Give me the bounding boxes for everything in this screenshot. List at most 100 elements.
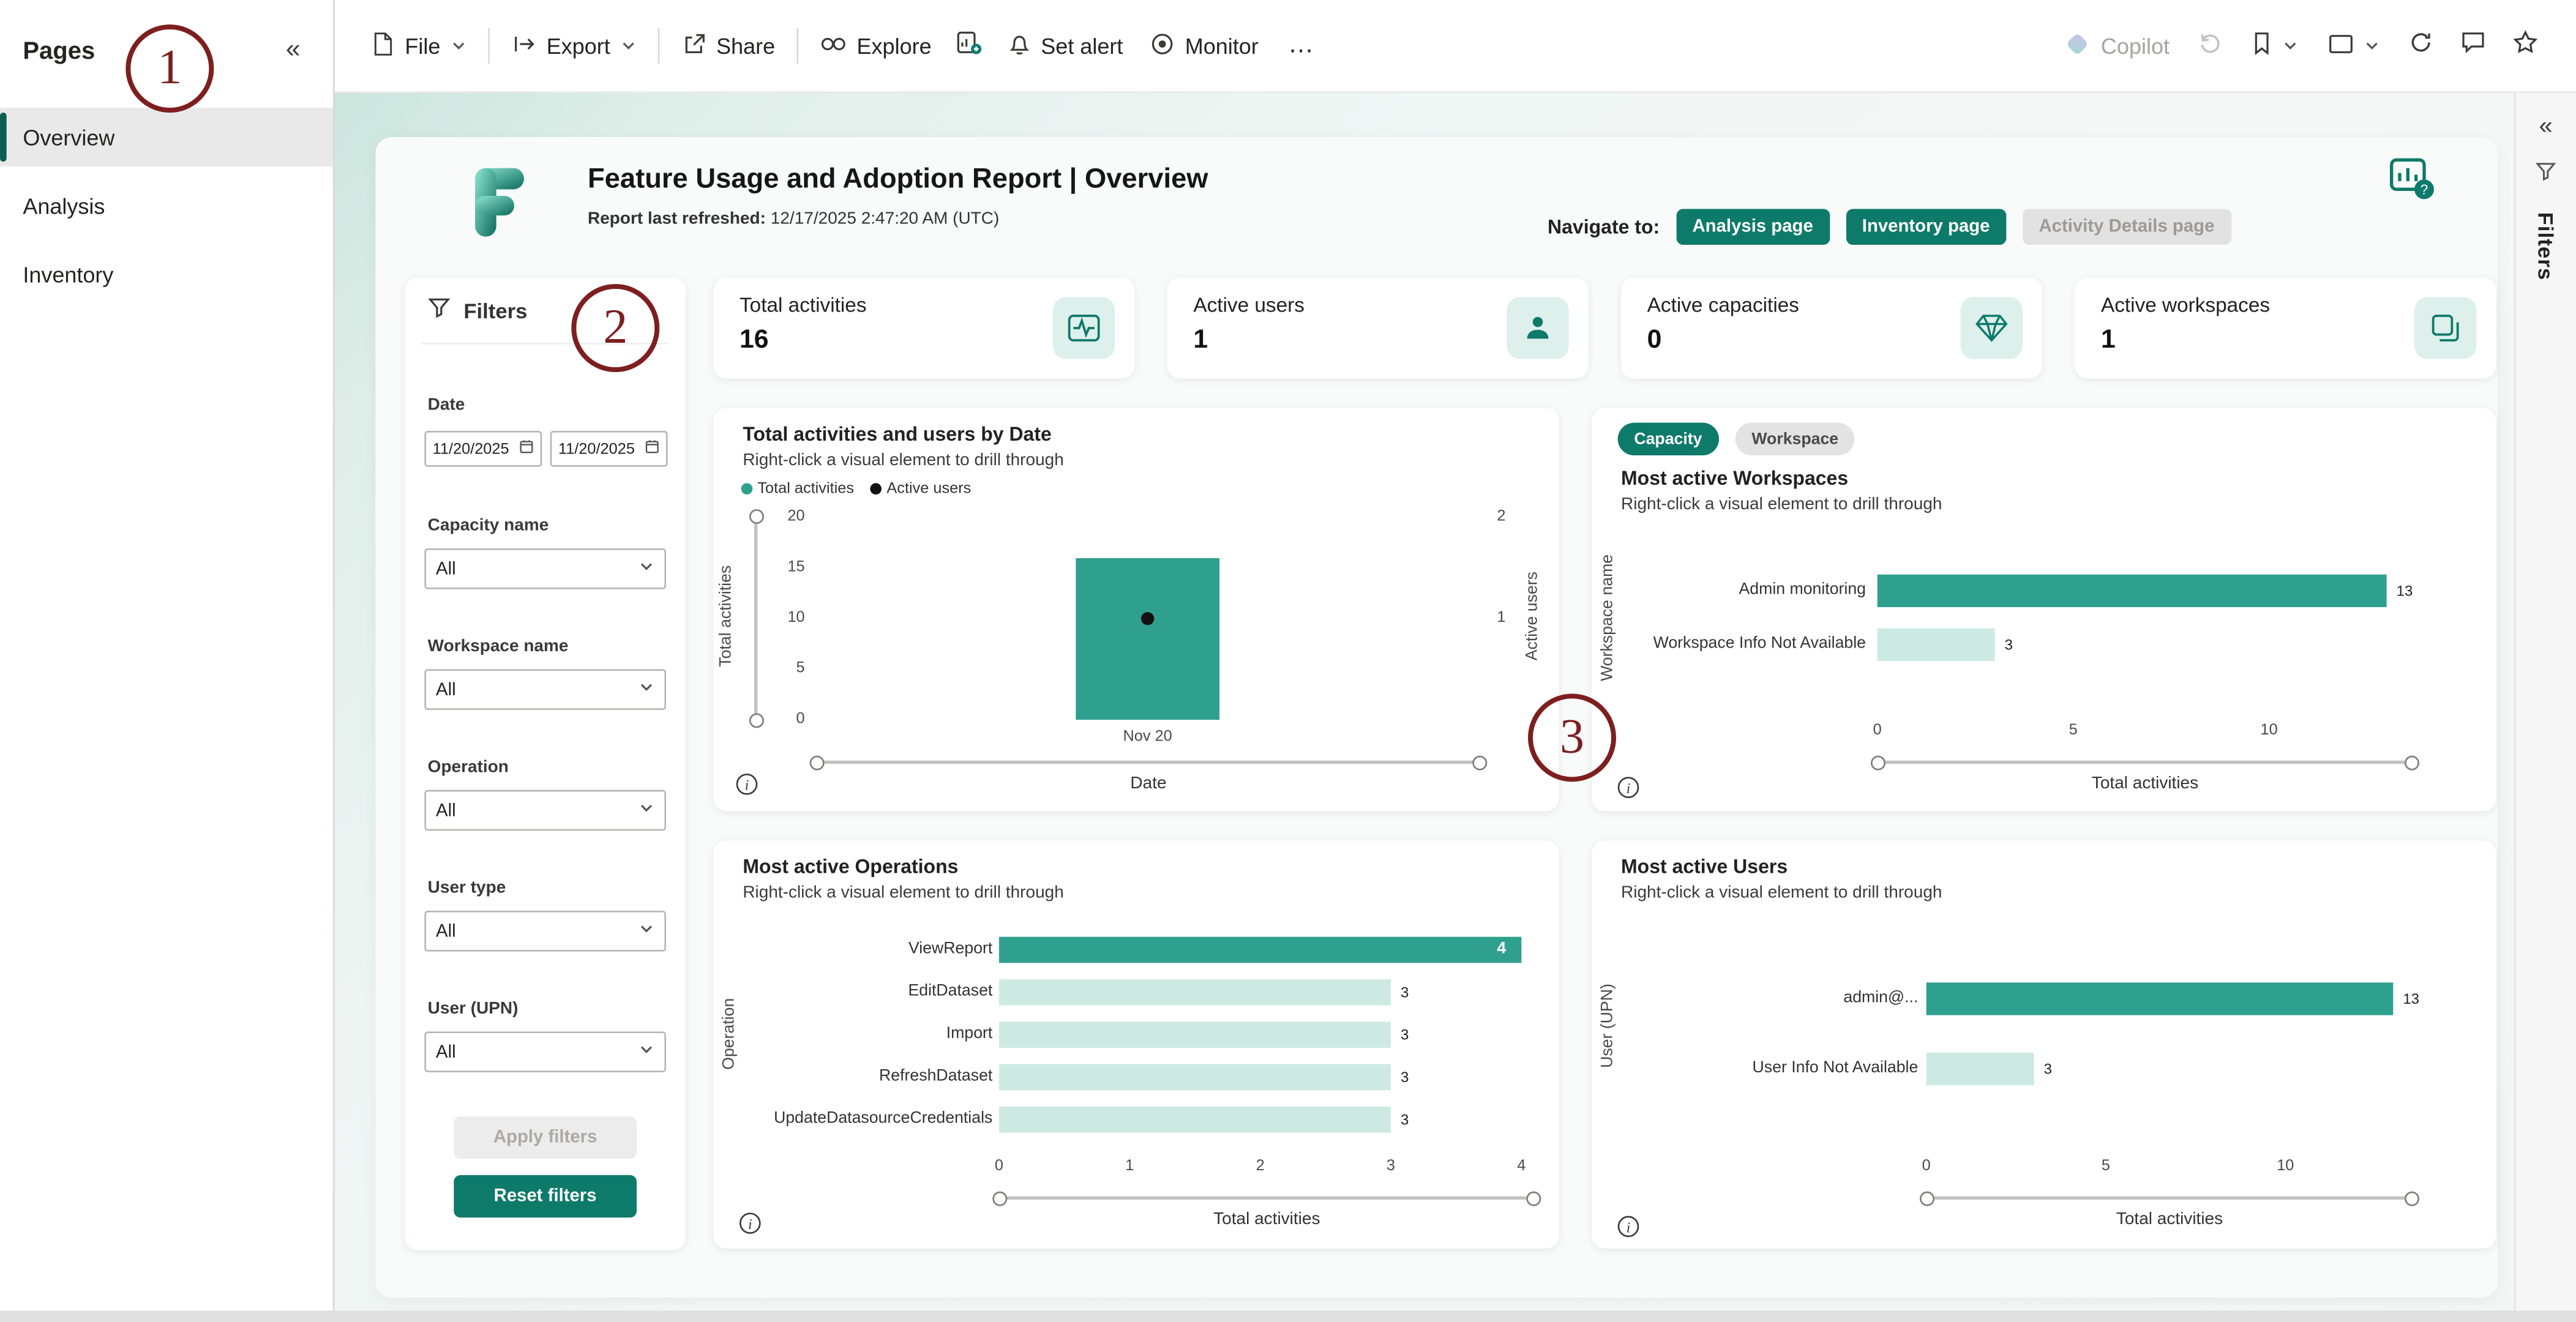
slider-handle[interactable] [748,509,763,525]
filters-rail-title: Filters [2533,212,2558,281]
page-item-analysis[interactable]: Analysis [0,176,333,235]
chart-bar[interactable] [999,1107,1391,1133]
bell-icon [1006,30,1031,61]
operation-filter-select[interactable]: All [424,790,667,831]
chart-column[interactable] [1076,558,1220,720]
chart-bar[interactable] [1926,982,2394,1015]
slider-handle[interactable] [1526,1190,1541,1206]
chevron-down-icon [638,921,655,942]
slider-handle[interactable] [1871,755,1886,770]
axis-tick: 4 [1517,1157,1526,1176]
axis-tick: 1 [1125,1157,1134,1176]
calendar-icon[interactable] [645,439,659,458]
report-help-icon[interactable]: ? [2387,154,2436,211]
chart-bar[interactable] [999,936,1522,963]
slider-handle[interactable] [2405,1190,2420,1206]
toolbar-divider [487,28,490,64]
axis-tick: 5 [2101,1157,2111,1176]
share-icon [680,30,706,61]
pages-panel: Pages « Overview Analysis Inventory [0,0,335,1322]
info-icon[interactable]: i [1617,777,1639,799]
reset-filters-button[interactable]: Reset filters [454,1175,637,1218]
nav-analysis-page-button[interactable]: Analysis page [1676,209,1830,245]
copilot-button[interactable]: Copilot [2050,18,2182,73]
value-label: 13 [2403,990,2420,1007]
refreshed-label: Report last refreshed: [588,209,766,229]
operation-filter-label: Operation [427,757,509,777]
kpi-row: Total activities 16 Active users 1 Activ… [713,277,2496,379]
share-button[interactable]: Share [667,18,788,73]
info-icon[interactable]: i [1617,1216,1639,1238]
upn-filter-select[interactable]: All [424,1031,667,1073]
new-report-button[interactable] [945,18,994,73]
favorite-button[interactable] [2501,18,2550,73]
fabric-logo [462,159,550,255]
chart-title: Most active Workspaces [1621,466,1849,490]
date-from-value: 11/20/2025 [432,439,509,458]
bookmarks-button[interactable] [2238,18,2312,73]
date-from-input[interactable]: 11/20/2025 [424,431,542,467]
chevron-down-icon [638,558,655,580]
capacity-filter-select[interactable]: All [424,548,667,589]
kpi-label: Active capacities [1647,294,1799,317]
comments-button[interactable] [2449,18,2498,73]
set-alert-button[interactable]: Set alert [994,18,1136,73]
slider-handle[interactable] [2405,755,2420,770]
slider-handle[interactable] [1472,755,1488,770]
value-label: 3 [2043,1061,2053,1078]
data-point[interactable] [1141,612,1155,626]
axis-tick: 10 [2277,1157,2294,1176]
info-icon[interactable]: i [739,1212,761,1234]
y-axis-title: Workspace name [1599,554,1617,681]
date-to-input[interactable]: 11/20/2025 [550,431,668,467]
refresh-button[interactable] [2397,18,2446,73]
export-menu-button[interactable]: Export [498,18,650,73]
toggle-capacity[interactable]: Capacity [1617,422,1719,456]
select-value: All [436,559,456,579]
value-label: 3 [1401,1069,1409,1086]
view-button[interactable] [2315,18,2393,73]
chart-bar[interactable] [1926,1053,2034,1086]
slider-handle[interactable] [1920,1190,1935,1206]
chart-bar[interactable] [999,1064,1391,1091]
slider-handle[interactable] [992,1190,1008,1206]
overflow-menu-button[interactable]: … [1287,31,1316,59]
chevron-down-icon [450,34,466,58]
workspace-filter-select[interactable]: All [424,669,667,711]
chart-bar[interactable] [1877,574,2387,608]
select-value: All [436,801,456,821]
undo-icon [2197,29,2223,63]
person-icon [1507,297,1569,359]
explore-button[interactable]: Explore [806,18,945,73]
undo-button[interactable] [2186,18,2235,73]
filter-pane-header: Filters [428,297,527,323]
navigate-row: Navigate to: Analysis page Inventory pag… [1548,209,2231,245]
share-label: Share [716,33,776,58]
slider-handle[interactable] [748,713,763,728]
nav-inventory-page-button[interactable]: Inventory page [1846,209,2007,245]
pages-title: Pages [23,37,95,65]
usertype-filter-select[interactable]: All [424,911,667,952]
chart-bar[interactable] [999,1021,1391,1048]
filter-funnel-icon[interactable] [2535,160,2556,189]
select-value: All [436,679,456,700]
slider-handle[interactable] [809,755,825,770]
chevron-down-icon [620,34,637,58]
y-axis-range-slider [748,509,763,728]
collapse-pages-icon[interactable]: « [285,35,301,64]
monitor-button[interactable]: Monitor [1136,18,1271,73]
chart-bar[interactable] [1877,628,1995,662]
navigate-label: Navigate to: [1548,215,1660,239]
toggle-workspace[interactable]: Workspace [1735,422,1855,456]
file-menu-button[interactable]: File [358,18,479,73]
axis-tick: 20 [787,507,805,526]
kpi-value: 16 [739,326,769,354]
calendar-icon[interactable] [519,439,534,458]
value-label: 4 [1497,940,1507,958]
page-item-overview[interactable]: Overview [0,108,334,167]
info-icon[interactable]: i [736,774,758,795]
chart-bar[interactable] [999,979,1391,1006]
category-label: ViewReport [908,940,993,958]
page-item-inventory[interactable]: Inventory [0,245,333,304]
expand-filters-icon[interactable]: « [2539,113,2553,141]
